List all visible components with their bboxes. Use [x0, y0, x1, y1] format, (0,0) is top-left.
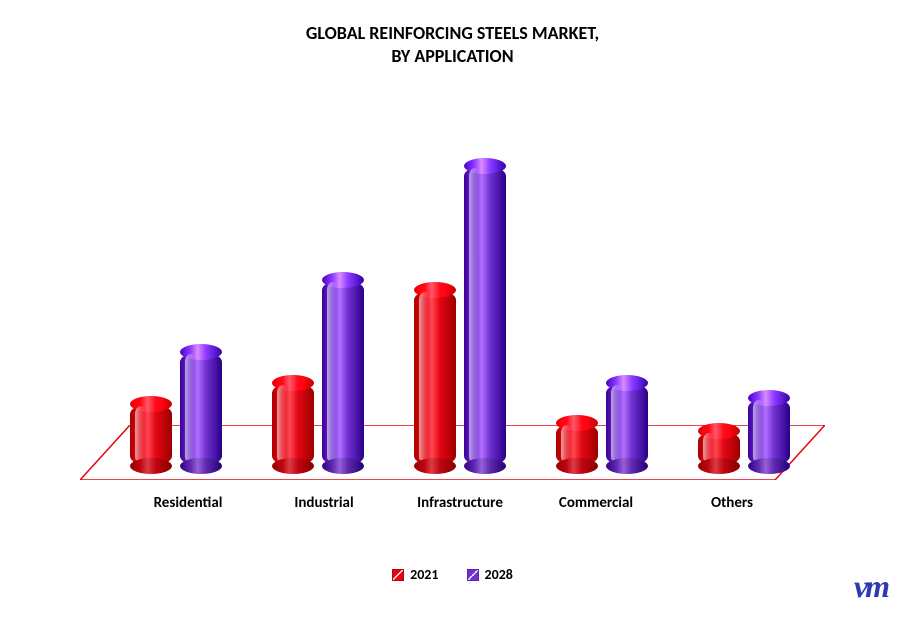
x-axis-label: Infrastructure — [392, 494, 528, 512]
bar-cylinder — [748, 398, 790, 466]
bar-groups — [120, 136, 800, 466]
chart-plot-area: ResidentialIndustrialInfrastructureComme… — [80, 120, 825, 480]
legend-label: 2028 — [485, 566, 513, 583]
legend: 2021 2028 — [0, 566, 905, 583]
x-axis-label: Industrial — [256, 494, 392, 512]
legend-swatch — [392, 569, 404, 581]
legend-label: 2021 — [410, 566, 438, 583]
bar-cylinder — [130, 404, 172, 466]
bar-cylinder — [414, 290, 456, 466]
bar-cylinder — [322, 280, 364, 466]
chart-title: GLOBAL REINFORCING STEELS MARKET, BY APP… — [0, 0, 905, 67]
chart-title-line2: BY APPLICATION — [0, 45, 905, 68]
x-axis-label: Residential — [120, 494, 256, 512]
chart-title-line1: GLOBAL REINFORCING STEELS MARKET, — [0, 22, 905, 45]
bar-group — [546, 383, 658, 466]
x-axis-label: Commercial — [528, 494, 664, 512]
bar-cylinder — [698, 431, 740, 466]
bar-cylinder — [464, 166, 506, 466]
bar-cylinder — [180, 352, 222, 466]
x-axis-labels: ResidentialIndustrialInfrastructureComme… — [120, 494, 800, 512]
bar-group — [120, 352, 232, 466]
bar-cylinder — [272, 383, 314, 466]
x-axis-label: Others — [664, 494, 800, 512]
bar-group — [262, 280, 374, 466]
bar-cylinder — [556, 423, 598, 466]
legend-item: 2028 — [467, 566, 513, 583]
legend-swatch — [467, 569, 479, 581]
bar-cylinder — [606, 383, 648, 466]
bar-group — [404, 166, 516, 466]
legend-item: 2021 — [392, 566, 438, 583]
brand-logo: vm — [854, 568, 887, 605]
bar-group — [688, 398, 800, 466]
